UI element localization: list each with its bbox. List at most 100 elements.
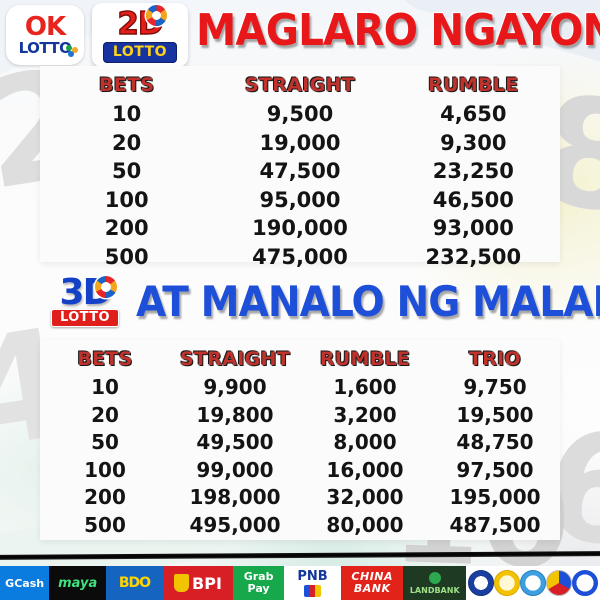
cell-rumble: 93,000 bbox=[432, 216, 514, 241]
cell-straight: 99,000 bbox=[196, 457, 274, 482]
ok-lotto-logo-bottom: LOTTO bbox=[18, 39, 72, 57]
cell-rumble: 9,300 bbox=[440, 130, 507, 155]
threed-logo-banner: LOTTO bbox=[51, 308, 119, 328]
page-title: MAGLARO NGAYON bbox=[195, 4, 600, 57]
cell-rumble: 8,000 bbox=[333, 430, 397, 455]
cell-bets: 20 bbox=[112, 130, 142, 155]
cell-rumble: 232,500 bbox=[425, 244, 522, 269]
twod-lotto-logo[interactable]: 2D LOTTO bbox=[92, 3, 188, 67]
twod-prize-card: BETS STRAIGHT RUMBLE 10 9,500 4,650 20 1… bbox=[40, 66, 560, 269]
threed-banner-row: 3D LOTTO AT MANALO NG MALAKI! bbox=[0, 268, 600, 336]
cell-bets: 50 bbox=[91, 430, 119, 455]
cell-bets: 50 bbox=[112, 159, 142, 184]
payment-logo-landbank[interactable]: LANDBANK bbox=[403, 566, 466, 600]
bank-seal-icon[interactable] bbox=[520, 570, 546, 596]
table-header-row: BETS STRAIGHT RUMBLE bbox=[40, 72, 560, 97]
bpi-crest-icon bbox=[174, 574, 190, 592]
payment-logo-chinabank[interactable]: CHINA BANK bbox=[340, 566, 404, 600]
threed-prize-table: BETS STRAIGHT RUMBLE TRIO 10 9,900 1,600… bbox=[40, 340, 560, 540]
cell-bets: 100 bbox=[84, 457, 126, 482]
cell-bets: 200 bbox=[84, 485, 126, 510]
table-row: 500 495,000 80,000 487,500 bbox=[40, 512, 560, 540]
payment-logo-chinabank-label1: CHINA bbox=[351, 570, 394, 584]
cell-trio: 487,500 bbox=[449, 512, 541, 537]
column-header-bets: BETS bbox=[76, 346, 134, 371]
table-row: 20 19,800 3,200 19,500 bbox=[40, 402, 560, 430]
bank-seal-icon[interactable] bbox=[572, 570, 598, 596]
header: OK LOTTO 2D LOTTO MAGLARO NGAYON bbox=[0, 0, 600, 70]
column-header-trio: TRIO bbox=[467, 346, 522, 371]
payment-methods-bar: GCash maya BDO BPI Grab Pay PNB CHINA BA… bbox=[0, 566, 600, 600]
table-row: 200 198,000 32,000 195,000 bbox=[40, 484, 560, 512]
column-header-straight: STRAIGHT bbox=[243, 72, 356, 97]
payment-logo-bdo[interactable]: BDO bbox=[106, 566, 163, 600]
table-row: 100 99,000 16,000 97,500 bbox=[40, 457, 560, 485]
table-row: 10 9,500 4,650 bbox=[40, 100, 560, 129]
table-header-row: BETS STRAIGHT RUMBLE TRIO bbox=[40, 346, 560, 371]
pnb-seal-icon bbox=[304, 585, 322, 597]
table-row: 100 95,000 46,500 bbox=[40, 186, 560, 215]
cell-trio: 19,500 bbox=[456, 402, 534, 427]
twod-logo-banner: LOTTO bbox=[102, 42, 178, 63]
cell-straight: 47,500 bbox=[259, 159, 341, 184]
cell-bets: 200 bbox=[104, 216, 149, 241]
cell-straight: 19,800 bbox=[196, 402, 274, 427]
table-row: 500 475,000 232,500 bbox=[40, 243, 560, 272]
payment-logo-maya[interactable]: maya bbox=[49, 566, 107, 600]
cell-bets: 500 bbox=[84, 512, 126, 537]
cell-straight: 9,900 bbox=[203, 375, 267, 399]
cell-rumble: 1,600 bbox=[333, 375, 397, 399]
cell-straight: 9,500 bbox=[266, 102, 334, 126]
lottery-balls-icon bbox=[66, 45, 79, 58]
cell-trio: 195,000 bbox=[449, 485, 541, 510]
cell-rumble: 80,000 bbox=[326, 512, 404, 537]
pcso-star-icon bbox=[95, 275, 118, 298]
table-row: 20 19,000 9,300 bbox=[40, 129, 560, 158]
payment-logo-chinabank-label2: BANK bbox=[353, 582, 391, 595]
landbank-leaf-icon bbox=[428, 571, 441, 584]
cell-rumble: 3,200 bbox=[333, 402, 397, 427]
table-row: 50 47,500 23,250 bbox=[40, 157, 560, 186]
cell-straight: 475,000 bbox=[252, 244, 348, 269]
cell-straight: 198,000 bbox=[189, 485, 281, 510]
cell-trio: 97,500 bbox=[456, 457, 534, 482]
payment-logo-gcash[interactable]: GCash bbox=[0, 566, 50, 600]
payment-logo-grabpay[interactable]: Grab Pay bbox=[233, 566, 285, 600]
cell-rumble: 46,500 bbox=[432, 187, 514, 212]
twod-prize-table: BETS STRAIGHT RUMBLE 10 9,500 4,650 20 1… bbox=[40, 66, 560, 268]
cell-bets: 10 bbox=[91, 375, 119, 399]
cell-bets: 500 bbox=[104, 244, 149, 269]
table-row: 50 49,500 8,000 48,750 bbox=[40, 429, 560, 457]
column-header-rumble: RUMBLE bbox=[318, 346, 411, 371]
payment-logo-pnb-label: PNB bbox=[297, 569, 328, 584]
cell-bets: 20 bbox=[91, 402, 119, 427]
cell-straight: 49,500 bbox=[196, 430, 274, 455]
bank-seal-icon[interactable] bbox=[546, 570, 572, 596]
cell-rumble: 4,650 bbox=[440, 102, 507, 126]
twod-logo-number: 2D bbox=[117, 5, 167, 41]
payment-logo-pnb[interactable]: PNB bbox=[284, 566, 341, 600]
cell-straight: 95,000 bbox=[259, 187, 341, 212]
payment-logo-landbank-label: LANDBANK bbox=[409, 585, 460, 595]
threed-prize-card: BETS STRAIGHT RUMBLE TRIO 10 9,900 1,600… bbox=[40, 340, 560, 540]
cell-straight: 495,000 bbox=[189, 512, 281, 537]
table-row: 10 9,900 1,600 9,750 bbox=[40, 374, 560, 402]
bank-seal-icon[interactable] bbox=[494, 570, 520, 596]
cell-bets: 100 bbox=[104, 187, 149, 212]
table-row: 200 190,000 93,000 bbox=[40, 214, 560, 243]
cell-rumble: 16,000 bbox=[326, 457, 404, 482]
payment-logo-bpi[interactable]: BPI bbox=[162, 566, 233, 600]
cell-rumble: 32,000 bbox=[326, 485, 404, 510]
payment-logo-grabpay-label1: Grab bbox=[243, 570, 274, 584]
cell-bets: 10 bbox=[112, 102, 142, 126]
cell-trio: 48,750 bbox=[456, 430, 534, 455]
threed-logo-number: 3D bbox=[58, 273, 118, 312]
threed-lotto-logo[interactable]: 3D LOTTO bbox=[42, 272, 128, 330]
cell-rumble: 23,250 bbox=[432, 159, 514, 184]
ok-lotto-logo[interactable]: OK LOTTO bbox=[6, 5, 84, 65]
bank-seal-icon[interactable] bbox=[468, 570, 494, 596]
payment-logo-bpi-label: BPI bbox=[192, 573, 222, 593]
payment-logo-grabpay-label2: Pay bbox=[247, 582, 270, 595]
ok-lotto-logo-top: OK bbox=[24, 12, 66, 42]
